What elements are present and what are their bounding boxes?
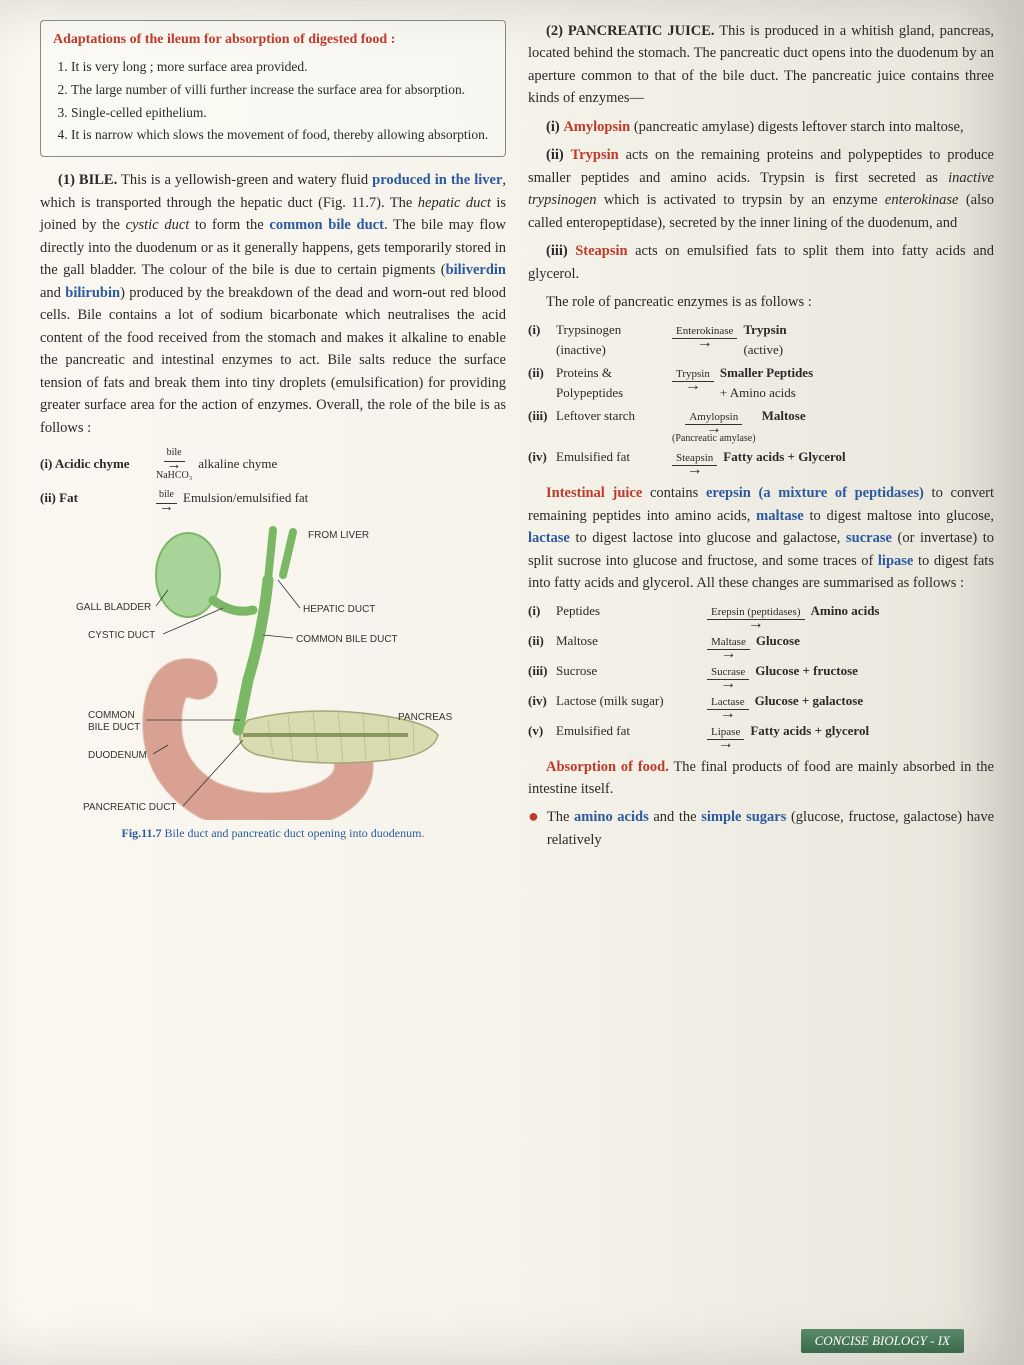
pancreatic-para: (2) PANCREATIC JUICE. This is produced i… [528,20,994,110]
bile-reactions: (i) Acidic chyme bile→NaHCO₃ alkaline ch… [40,445,506,510]
adaptations-box: Adaptations of the ileum for absorption … [40,20,506,157]
bullet-point: ● The amino acids and the simple sugars … [528,806,994,851]
absorption-para: Absorption of food. The final products o… [528,756,994,801]
fig-label: DUODENUM [88,750,147,761]
anatomy-diagram: FROM LIVER GALL BLADDER CYSTIC DUCT HEPA… [68,520,478,820]
fig-label: COMMON BILE DUCT [296,634,398,645]
adapt-list: It is very long ; more surface area prov… [53,57,493,147]
reaction-row: (i) Peptides Erepsin (peptidases)→ Amino… [528,601,994,628]
intestinal-reactions: (i) Peptides Erepsin (peptidases)→ Amino… [528,601,994,748]
fig-label: COMMON [88,710,135,721]
figure-11-7: FROM LIVER GALL BLADDER CYSTIC DUCT HEPA… [40,520,506,843]
two-column-layout: Adaptations of the ileum for absorption … [40,20,994,851]
trypsin-para: (ii) Trypsin acts on the remaining prote… [528,144,994,234]
adapt-item: It is very long ; more surface area prov… [71,57,493,78]
adapt-item: It is narrow which slows the movement of… [71,125,493,146]
fig-label: PANCREATIC DUCT [83,802,177,813]
adapt-item: The large number of villi further increa… [71,80,493,101]
role-intro: The role of pancreatic enzymes is as fol… [528,291,994,313]
bullet-icon: ● [528,806,539,851]
figure-caption: Fig.11.7 Bile duct and pancreatic duct o… [40,824,506,843]
textbook-page: Adaptations of the ileum for absorption … [0,0,1024,1365]
left-column: Adaptations of the ileum for absorption … [40,20,506,851]
reaction-row: (ii) Proteins &Polypeptides Trypsin→ Sma… [528,363,994,403]
reaction-row: (ii) Fat bile→ Emulsion/emulsified fat [40,487,506,510]
fig-label: FROM LIVER [308,530,369,541]
fig-label: BILE DUCT [88,722,140,733]
fig-label: GALL BLADDER [76,602,151,613]
reaction-row: (iv) Emulsified fat Steapsin→ Fatty acid… [528,447,994,474]
pancreatic-reactions: (i) Trypsinogen(inactive) Enterokinase→ … [528,320,994,475]
intestinal-para: Intestinal juice contains erepsin (a mix… [528,482,994,594]
reaction-row: (v) Emulsified fat Lipase→ Fatty acids +… [528,721,994,748]
amylopsin-para: (i) Amylopsin (pancreatic amylase) diges… [528,116,994,138]
reaction-row: (ii) Maltose Maltase→ Glucose [528,631,994,658]
bile-heading: (1) BILE. [58,172,117,188]
bile-paragraph: (1) BILE. This is a yellowish-green and … [40,169,506,439]
reaction-row: (i) Acidic chyme bile→NaHCO₃ alkaline ch… [40,445,506,483]
reaction-row: (iv) Lactose (milk sugar) Lactase→ Gluco… [528,691,994,718]
right-column: (2) PANCREATIC JUICE. This is produced i… [528,20,994,851]
adapt-title: Adaptations of the ileum for absorption … [53,29,493,51]
footer-badge: CONCISE BIOLOGY - IX [801,1329,964,1353]
fig-label: CYSTIC DUCT [88,630,155,641]
steapsin-para: (iii) Steapsin acts on emulsified fats t… [528,240,994,285]
reaction-row: (iii) Leftover starch Amylopsin→(Pancrea… [528,406,994,444]
fig-label: HEPATIC DUCT [303,604,375,615]
fig-label: PANCREAS [398,712,453,723]
adapt-item: Single-celled epithelium. [71,103,493,124]
reaction-row: (iii) Sucrose Sucrase→ Glucose + fructos… [528,661,994,688]
reaction-row: (i) Trypsinogen(inactive) Enterokinase→ … [528,320,994,360]
